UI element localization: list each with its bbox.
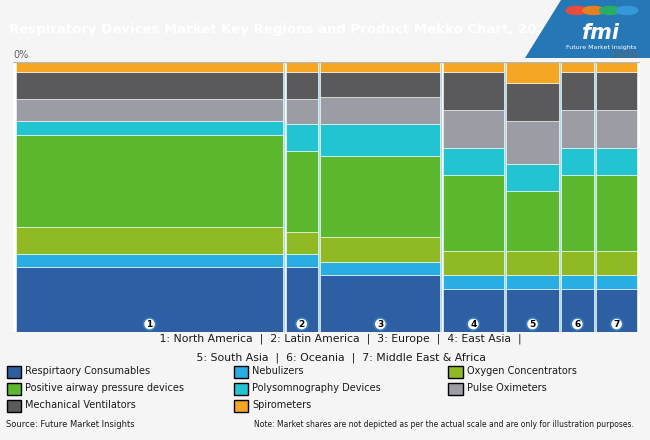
Text: 3: 3 — [377, 319, 384, 329]
Bar — [16, 62, 283, 73]
Bar — [561, 175, 593, 251]
Bar — [506, 121, 558, 165]
Bar — [443, 251, 504, 275]
Text: Mechanical Ventilators: Mechanical Ventilators — [25, 400, 135, 410]
Text: 1: North America  |  2: Latin America  |  3: Europe  |  4: East Asia  |: 1: North America | 2: Latin America | 3:… — [128, 333, 522, 344]
Text: Polysomnography Devices: Polysomnography Devices — [252, 383, 381, 393]
Bar — [506, 251, 558, 275]
Bar — [285, 232, 318, 254]
Bar — [285, 73, 318, 99]
Text: Oxygen Concentrators: Oxygen Concentrators — [467, 367, 577, 376]
Bar — [561, 275, 593, 289]
Bar — [320, 97, 440, 124]
Text: Source: Future Market Insights: Source: Future Market Insights — [6, 420, 135, 429]
FancyBboxPatch shape — [234, 383, 248, 395]
Bar — [285, 151, 318, 232]
Bar — [320, 275, 440, 332]
Text: Note: Market shares are not depicted as per the actual scale and are only for il: Note: Market shares are not depicted as … — [254, 420, 633, 429]
Text: 5: South Asia  |  6: Oceania  |  7: Middle East & Africa: 5: South Asia | 6: Oceania | 7: Middle E… — [164, 352, 486, 363]
Text: 100%: 100% — [612, 50, 640, 60]
Bar — [561, 289, 593, 332]
Text: Nebulizers: Nebulizers — [252, 367, 304, 376]
Text: 2: 2 — [298, 319, 305, 329]
Bar — [320, 124, 440, 156]
Circle shape — [583, 7, 604, 15]
Bar — [320, 262, 440, 275]
Bar — [561, 251, 593, 275]
Bar — [506, 83, 558, 121]
Bar — [561, 148, 593, 175]
Bar — [320, 156, 440, 238]
Bar — [443, 275, 504, 289]
Text: Spirometers: Spirometers — [252, 400, 311, 410]
Bar — [285, 267, 318, 332]
Bar — [443, 73, 504, 110]
Text: 7: 7 — [614, 319, 620, 329]
Text: 1: 1 — [146, 319, 153, 329]
FancyBboxPatch shape — [448, 366, 463, 378]
Bar — [506, 191, 558, 251]
Bar — [443, 62, 504, 73]
Bar — [443, 175, 504, 251]
Polygon shape — [525, 0, 650, 58]
Bar — [506, 62, 558, 83]
Bar — [596, 289, 637, 332]
Bar — [506, 165, 558, 191]
Bar — [443, 110, 504, 148]
Bar — [561, 73, 593, 110]
Bar — [443, 289, 504, 332]
Bar — [443, 148, 504, 175]
Bar — [285, 254, 318, 267]
Bar — [16, 121, 283, 135]
FancyBboxPatch shape — [6, 366, 21, 378]
Bar — [596, 175, 637, 251]
Text: 6: 6 — [574, 319, 580, 329]
Circle shape — [599, 7, 621, 15]
Text: Respirtaory Consumables: Respirtaory Consumables — [25, 367, 150, 376]
Text: 0%: 0% — [14, 50, 29, 60]
FancyBboxPatch shape — [448, 383, 463, 395]
Bar — [596, 110, 637, 148]
FancyBboxPatch shape — [6, 400, 21, 411]
Bar — [596, 275, 637, 289]
Text: Respiratory Devices Market Key Regions and Product Mekko Chart, 2021: Respiratory Devices Market Key Regions a… — [9, 22, 554, 36]
Bar — [16, 99, 283, 121]
Bar — [596, 148, 637, 175]
Bar — [285, 124, 318, 151]
Circle shape — [566, 7, 588, 15]
Bar — [16, 73, 283, 99]
Bar — [285, 62, 318, 73]
Bar — [320, 73, 440, 97]
Circle shape — [616, 7, 638, 15]
Bar — [16, 135, 283, 227]
Text: fmi: fmi — [582, 22, 620, 43]
FancyBboxPatch shape — [6, 383, 21, 395]
Bar — [596, 251, 637, 275]
Text: Positive airway pressure devices: Positive airway pressure devices — [25, 383, 184, 393]
Bar — [596, 73, 637, 110]
Bar — [561, 62, 593, 73]
Bar — [16, 267, 283, 332]
FancyBboxPatch shape — [234, 366, 248, 378]
FancyBboxPatch shape — [234, 400, 248, 411]
Bar — [561, 110, 593, 148]
Bar — [320, 62, 440, 73]
Bar — [285, 99, 318, 124]
Text: 4: 4 — [470, 319, 476, 329]
Bar — [320, 238, 440, 262]
Text: Future Market Insights: Future Market Insights — [566, 45, 636, 50]
Bar — [16, 254, 283, 267]
Bar — [506, 275, 558, 289]
Text: 5: 5 — [529, 319, 536, 329]
Bar — [596, 62, 637, 73]
Bar — [16, 227, 283, 254]
Bar — [506, 289, 558, 332]
Text: Pulse Oximeters: Pulse Oximeters — [467, 383, 547, 393]
